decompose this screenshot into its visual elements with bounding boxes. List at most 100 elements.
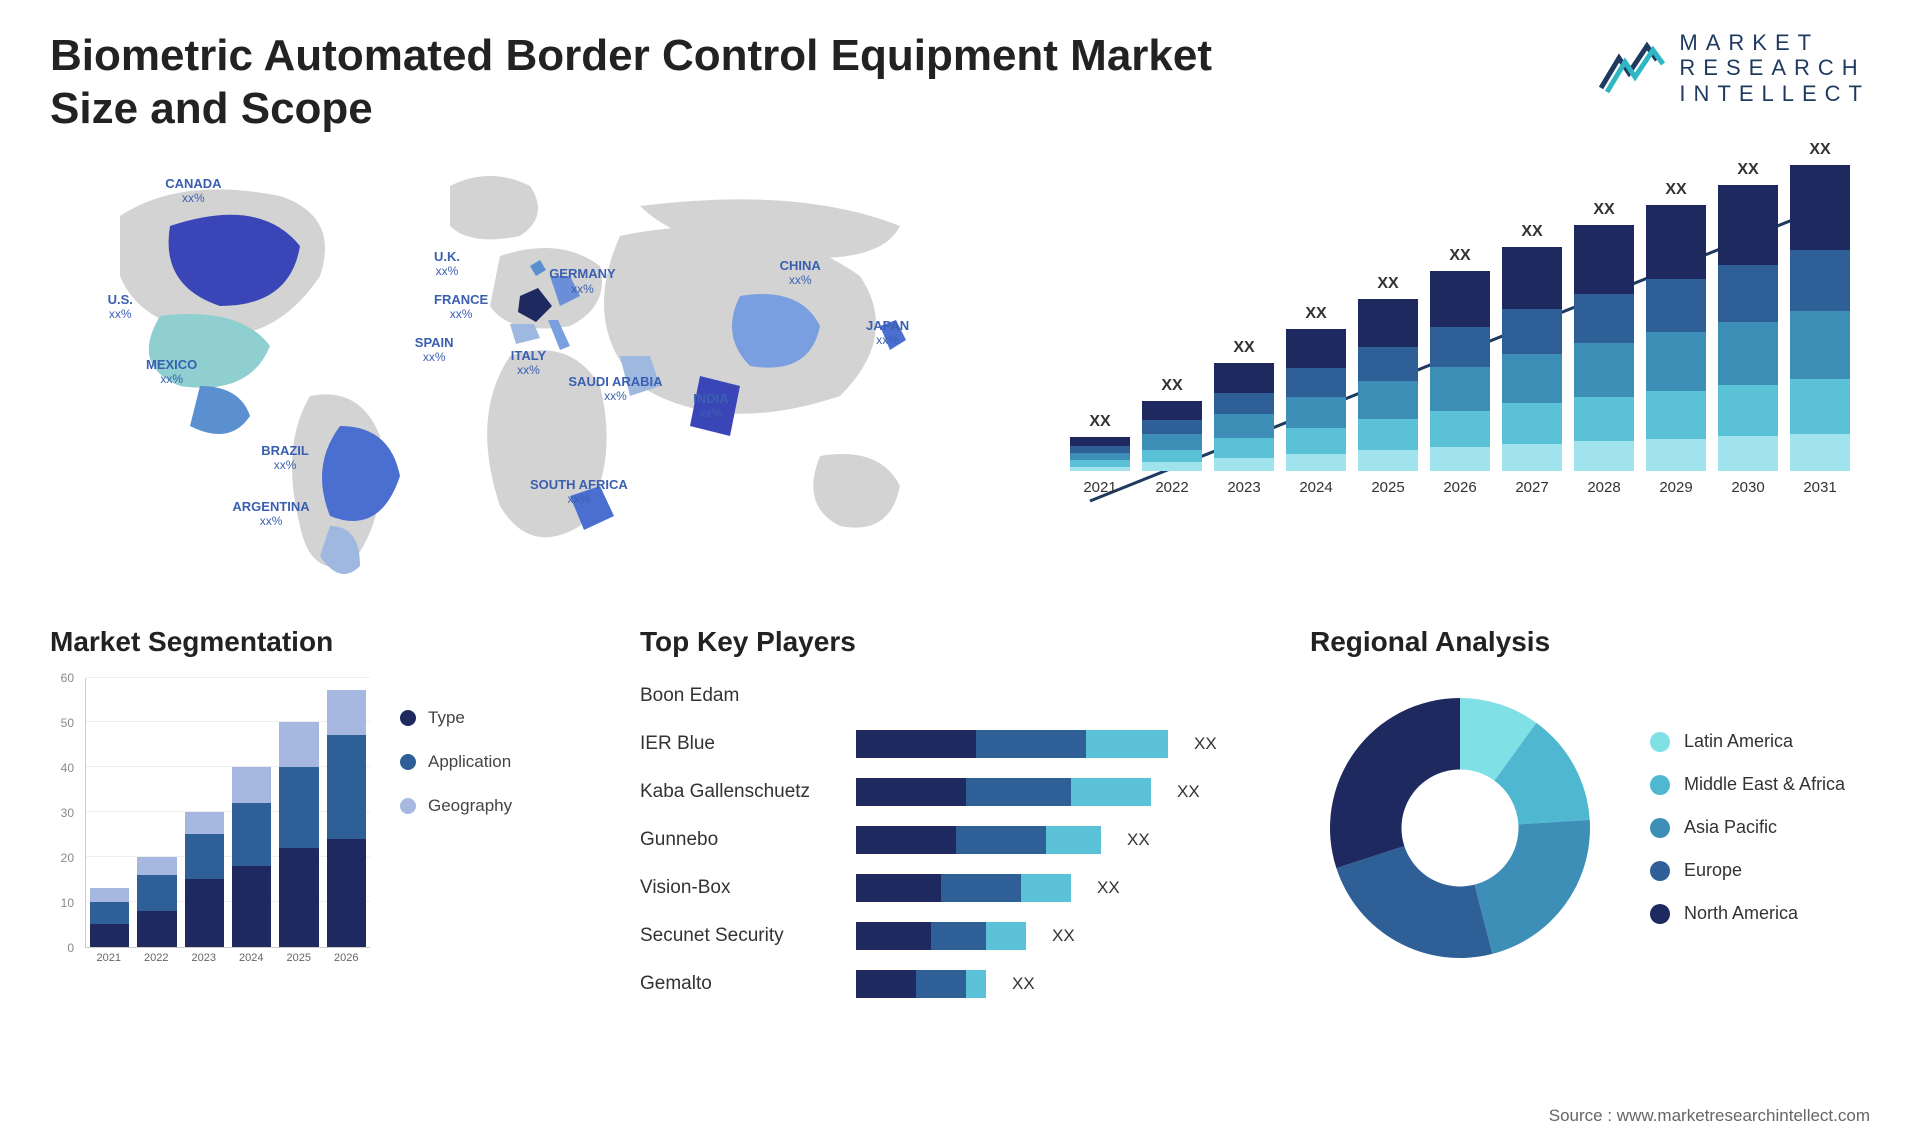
map-label-argentina: ARGENTINAxx% [232,500,309,529]
player-value: XX [1127,830,1150,850]
player-row: Secunet SecurityXX [640,918,1260,954]
main-bar-year-label: 2027 [1515,479,1548,496]
source-attribution: Source : www.marketresearchintellect.com [1549,1106,1870,1126]
player-bar [856,874,1071,902]
main-bar-segment [1502,403,1562,443]
regional-legend: Latin AmericaMiddle East & AfricaAsia Pa… [1650,731,1845,924]
legend-dot-icon [1650,861,1670,881]
main-bar-segment [1358,347,1418,381]
map-label-china: CHINAxx% [780,259,821,288]
regional-donut [1310,678,1610,978]
player-bar-segment [916,970,966,998]
player-name: Gemalto [640,973,840,995]
seg-x-label: 2021 [85,952,133,978]
main-bar-segment [1790,165,1850,251]
player-bar [856,826,1101,854]
player-bar-segment [1086,730,1168,758]
seg-bar-segment [137,857,176,875]
player-bar-segment [856,922,931,950]
main-bar-segment [1430,367,1490,411]
main-bar-segment [1646,391,1706,439]
player-row: GunneboXX [640,822,1260,858]
legend-dot-icon [1650,732,1670,752]
seg-bar [185,812,224,947]
main-bar-segment [1286,397,1346,428]
main-bar-year-label: 2021 [1083,479,1116,496]
seg-bar-segment [90,924,129,947]
regional-legend-item: Middle East & Africa [1650,774,1845,795]
player-bar-segment [856,826,956,854]
map-label-france: FRANCExx% [434,293,488,322]
player-bar-segment [966,778,1071,806]
player-value: XX [1177,782,1200,802]
player-bar-segment [941,874,1021,902]
main-bar-2030: XX2030 [1718,161,1778,496]
seg-bar-segment [327,839,366,947]
main-bar-segment [1430,447,1490,471]
player-bar-segment [976,730,1086,758]
region-mexico [190,386,250,434]
player-name: Vision-Box [640,877,840,899]
main-bar-segment [1142,434,1202,449]
regional-legend-label: North America [1684,903,1798,924]
main-bar-segment [1718,385,1778,436]
main-bar-value-label: XX [1449,247,1470,265]
seg-bar-segment [90,902,129,925]
main-bar-year-label: 2026 [1443,479,1476,496]
main-bar-segment [1142,450,1202,463]
main-bar-segment [1574,343,1634,397]
main-bar-segment [1070,467,1130,471]
player-bar-segment [856,874,941,902]
seg-legend-item: Geography [400,796,512,816]
map-label-u-k-: U.K.xx% [434,250,460,279]
donut-slice [1475,819,1590,953]
seg-bar-segment [185,879,224,947]
player-bar-segment [856,778,966,806]
player-bar [856,778,1151,806]
seg-x-label: 2025 [275,952,323,978]
main-bar-year-label: 2023 [1227,479,1260,496]
players-title: Top Key Players [640,626,1260,658]
map-label-germany: GERMANYxx% [549,267,615,296]
main-bar-segment [1286,428,1346,454]
main-bar-2024: XX2024 [1286,305,1346,496]
main-bar-segment [1790,311,1850,378]
main-bar-segment [1574,225,1634,294]
world-map-panel: CANADAxx%U.S.xx%MEXICOxx%BRAZILxx%ARGENT… [50,156,1010,586]
main-bar-year-label: 2028 [1587,479,1620,496]
seg-bar-segment [185,834,224,879]
map-label-canada: CANADAxx% [165,177,221,206]
main-bar-value-label: XX [1737,161,1758,179]
player-row: Vision-BoxXX [640,870,1260,906]
main-bar-segment [1574,441,1634,471]
seg-bar [327,690,366,947]
map-label-spain: SPAINxx% [415,336,454,365]
seg-legend-item: Application [400,752,512,772]
player-row: GemaltoXX [640,966,1260,1002]
main-bar-segment [1718,322,1778,385]
main-bar-segment [1646,439,1706,471]
main-bar-2027: XX2027 [1502,223,1562,496]
main-bar-segment [1358,419,1418,450]
header: Biometric Automated Border Control Equip… [50,30,1870,136]
seg-bar-segment [232,803,271,866]
regional-legend-item: Europe [1650,860,1845,881]
player-row: Kaba GallenschuetzXX [640,774,1260,810]
seg-bar-segment [279,767,318,848]
donut-slice [1336,846,1492,958]
logo-line-2: RESEARCH [1679,55,1870,80]
brand-logo: MARKET RESEARCH INTELLECT [1599,30,1870,106]
regional-title: Regional Analysis [1310,626,1870,658]
player-bar [856,922,1026,950]
main-bar-segment [1286,368,1346,396]
main-bar-segment [1646,279,1706,332]
legend-dot-icon [1650,904,1670,924]
main-bar-segment [1214,414,1274,438]
player-bar-segment [986,922,1026,950]
logo-icon [1599,38,1669,98]
main-bar-2031: XX2031 [1790,141,1850,496]
main-bar-segment [1502,309,1562,354]
main-bar-segment [1358,381,1418,419]
main-bar-segment [1358,299,1418,347]
main-bar-segment [1502,354,1562,403]
